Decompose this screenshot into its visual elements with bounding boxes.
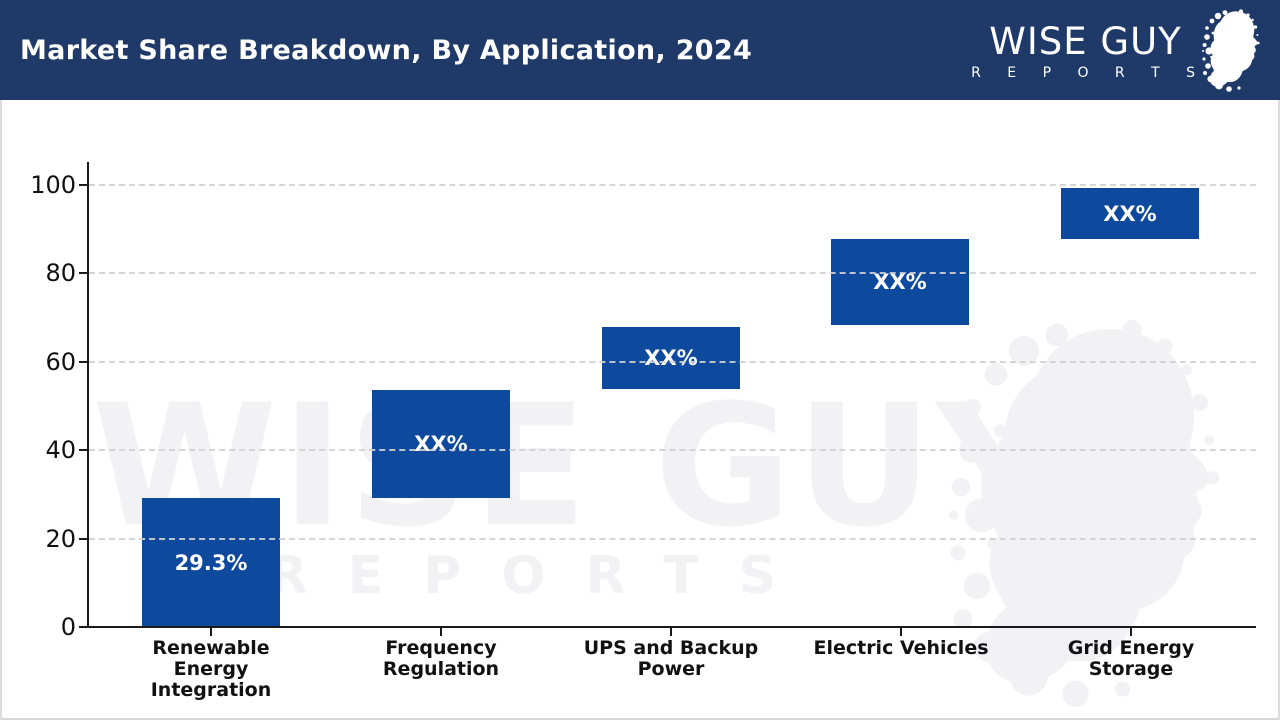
- x-axis-line: [87, 626, 1256, 628]
- y-tick-label-0: 0: [60, 613, 76, 641]
- brand-subname: R E P O R T S: [971, 65, 1206, 81]
- brand-logo-text: WISE GUY R E P O R T S: [965, 22, 1206, 82]
- x-tick: [670, 628, 672, 636]
- watermark-subtext: REPORTS: [267, 546, 817, 606]
- y-tick-label-20: 20: [45, 525, 76, 553]
- category-label-renewable-energy-integration: Renewable Energy Integration: [150, 637, 272, 701]
- y-axis-spine: [87, 162, 89, 627]
- brand-face-icon: [1202, 9, 1260, 92]
- bar-value-label: XX%: [644, 346, 698, 370]
- category-label-electric-vehicles: Electric Vehicles: [813, 637, 989, 659]
- y-tick: [79, 184, 88, 186]
- gridline-100: [89, 184, 1256, 186]
- bar-frequency-regulation: XX%: [372, 390, 510, 498]
- bar-electric-vehicles: XX%: [831, 239, 969, 325]
- x-tick: [1130, 628, 1132, 636]
- header-bar: Market Share Breakdown, By Application, …: [0, 0, 1280, 100]
- category-label-grid-energy-storage: Grid Energy Storage: [1067, 637, 1195, 680]
- x-tick: [210, 628, 212, 636]
- y-tick-label-100: 100: [30, 171, 76, 199]
- x-tick: [900, 628, 902, 636]
- y-tick: [79, 272, 88, 274]
- y-tick: [79, 361, 88, 363]
- y-tick: [79, 449, 88, 451]
- brand-name: WISE GUY: [989, 20, 1182, 63]
- y-tick: [79, 538, 88, 540]
- y-tick: [79, 626, 88, 628]
- category-label-ups-and-backup-power: UPS and Backup Power: [583, 637, 759, 680]
- y-tick-label-60: 60: [45, 348, 76, 376]
- bar-value-label: XX%: [1103, 201, 1157, 226]
- bar-renewable-energy-integration: 29.3%: [142, 498, 280, 627]
- page-title: Market Share Breakdown, By Application, …: [20, 34, 753, 66]
- bar-ups-and-backup-power: XX%: [602, 327, 740, 389]
- bar-grid-energy-storage: XX%: [1061, 188, 1199, 239]
- y-tick-label-40: 40: [45, 436, 76, 464]
- bar-value-label: XX%: [414, 432, 468, 456]
- x-tick: [440, 628, 442, 636]
- gridline-60: [89, 361, 1256, 363]
- y-tick-label-80: 80: [45, 259, 76, 287]
- gridline-20: [89, 538, 1256, 540]
- brand-logo: WISE GUY R E P O R T S: [965, 6, 1262, 98]
- bar-value-label: 29.3%: [174, 550, 248, 575]
- gridline-80: [89, 272, 1256, 274]
- gridline-40: [89, 449, 1256, 451]
- bar-value-label: XX%: [873, 270, 927, 294]
- category-label-frequency-regulation: Frequency Regulation: [382, 637, 500, 680]
